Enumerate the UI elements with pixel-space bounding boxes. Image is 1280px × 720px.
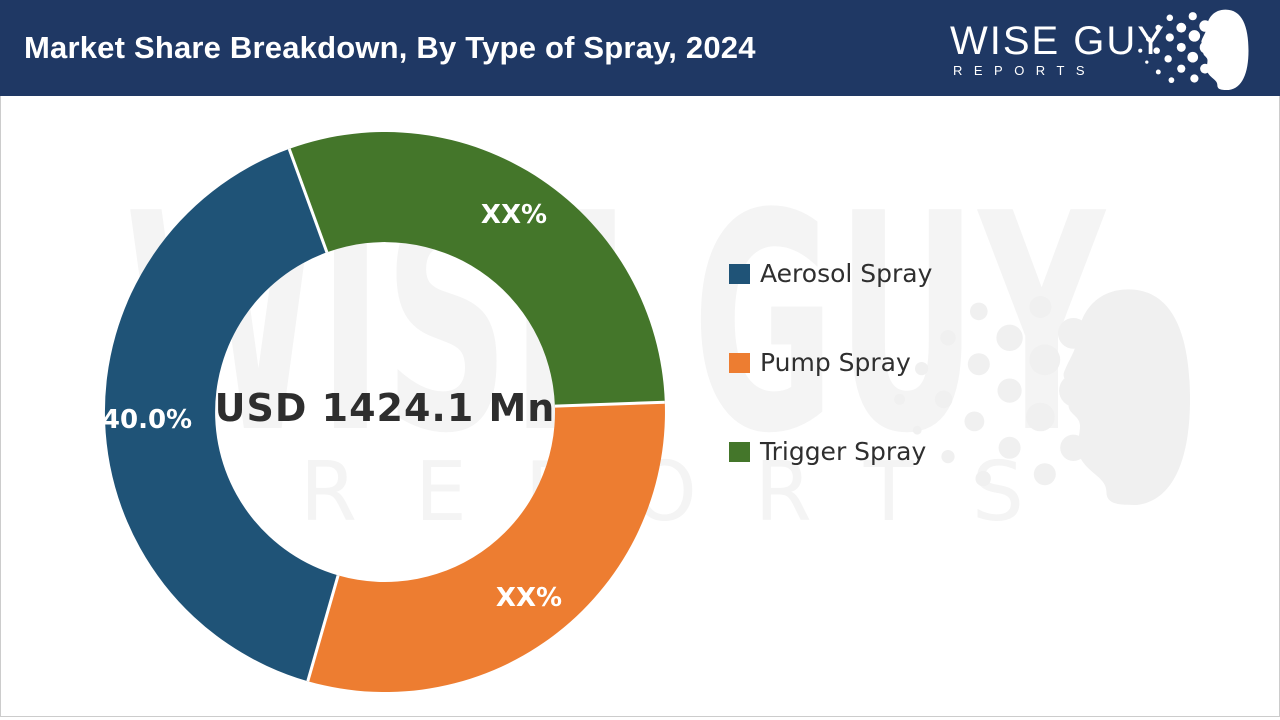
logo-subtext: REPORTS xyxy=(952,62,1097,78)
legend-item-trigger-spray: Trigger Spray xyxy=(729,430,932,473)
legend-item-aerosol-spray: Aerosol Spray xyxy=(729,252,932,295)
legend-label-aerosol: Aerosol Spray xyxy=(760,259,933,288)
watermark-face-icon xyxy=(894,289,1190,505)
legend-swatch-pump xyxy=(729,352,750,373)
segment-separators xyxy=(287,148,665,682)
chart-title: Market Share Breakdown, By Type of Spray… xyxy=(24,30,756,65)
slice-label-pump: XX% xyxy=(496,583,562,613)
header: Market Share Breakdown, By Type of Spray… xyxy=(0,0,1280,96)
legend-label-pump: Pump Spray xyxy=(760,348,911,377)
donut-segment-pump-spray xyxy=(307,402,665,693)
logo-wordmark: WISE GUY xyxy=(949,18,1166,63)
legend-swatch-aerosol xyxy=(729,263,750,284)
logo-face-icon xyxy=(1138,9,1249,90)
watermark-subtext: REPORTS xyxy=(300,445,1082,540)
legend-item-pump-spray: Pump Spray xyxy=(729,341,932,384)
brand-logo: WISE GUY REPORTS xyxy=(950,8,1262,90)
legend: Aerosol Spray Pump Spray Trigger Spray xyxy=(729,252,932,473)
legend-swatch-trigger xyxy=(729,441,750,462)
slice-label-aerosol: 40.0% xyxy=(102,405,192,435)
donut-center-value: USD 1424.1 Mn xyxy=(214,386,556,430)
donut-segment-trigger-spray xyxy=(289,132,665,407)
donut-segment-aerosol-spray xyxy=(104,148,339,682)
legend-label-trigger: Trigger Spray xyxy=(760,437,927,466)
slice-label-trigger: XX% xyxy=(481,200,547,230)
